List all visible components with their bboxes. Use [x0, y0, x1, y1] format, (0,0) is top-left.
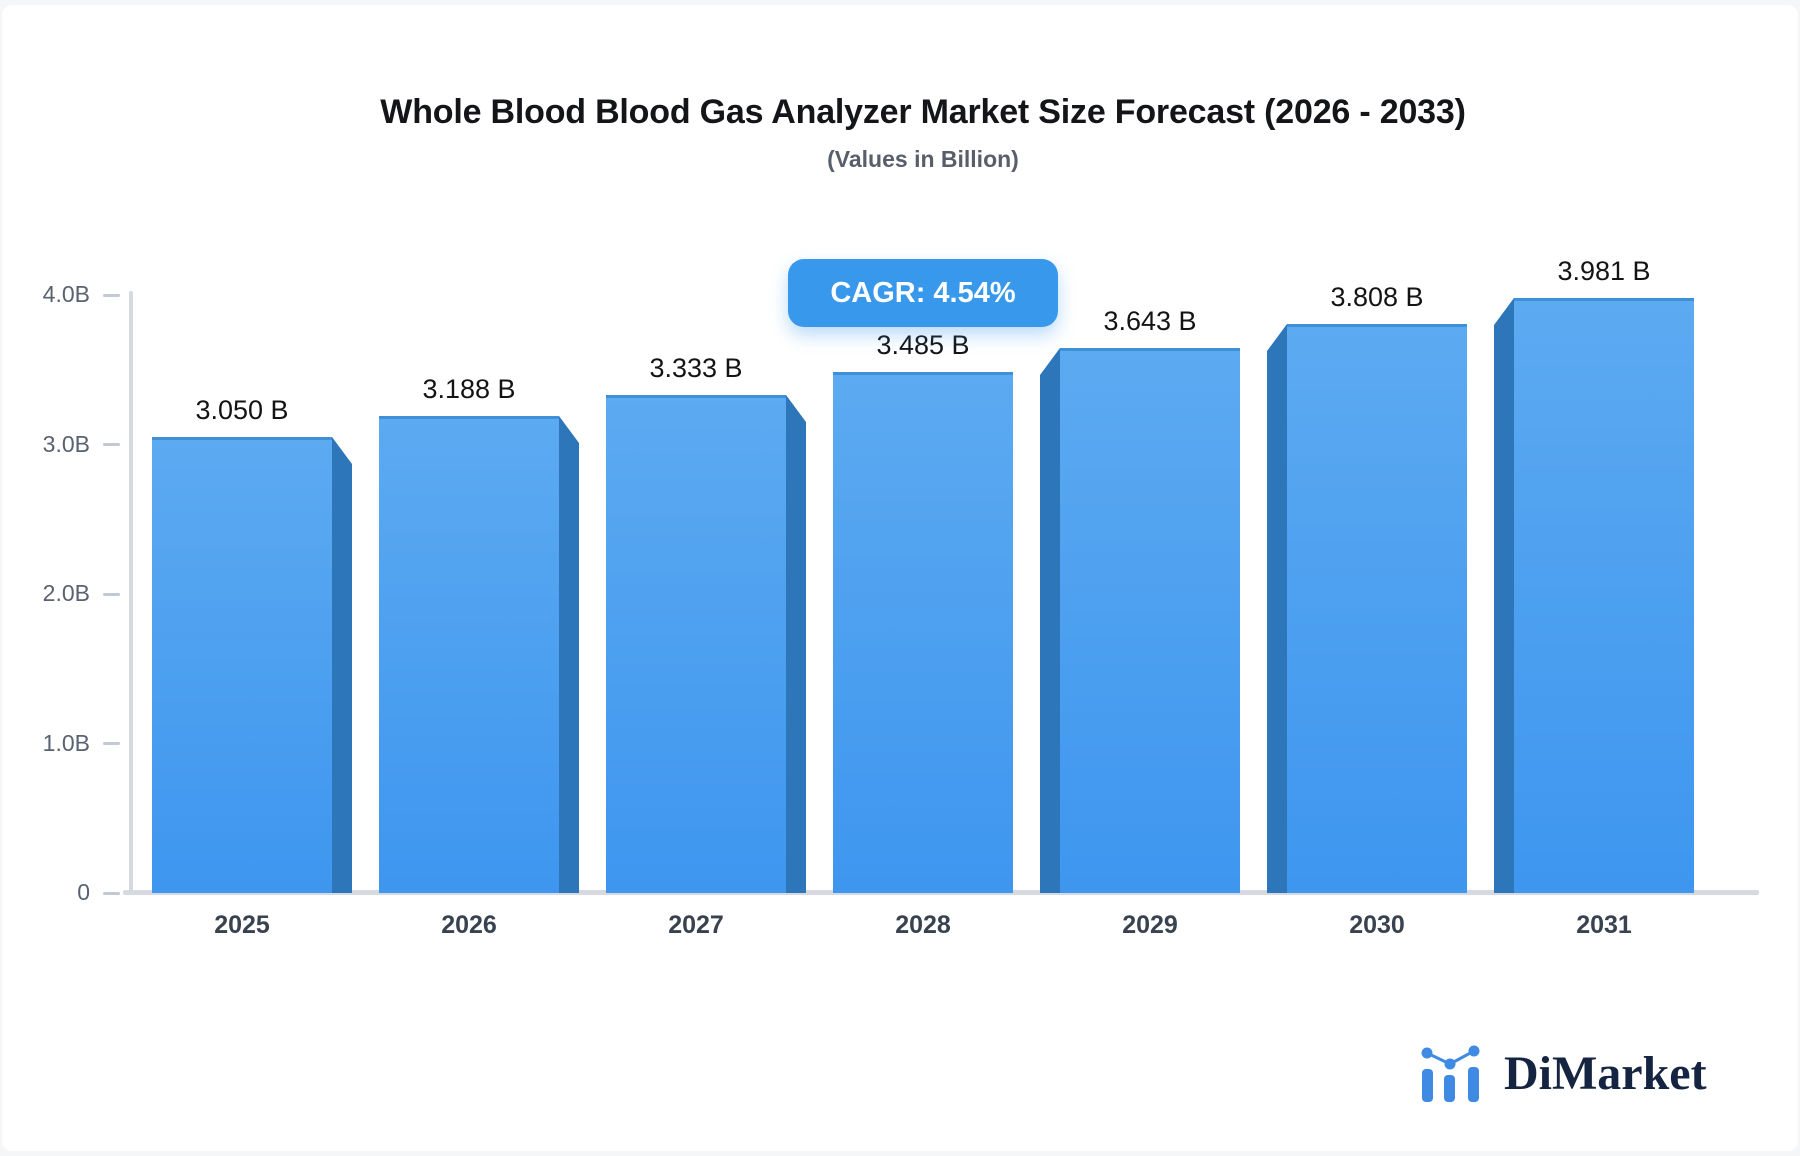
dimarket-logo: DiMarket: [1417, 1043, 1707, 1105]
y-tick-label: 4.0B: [42, 281, 90, 307]
bar-value-label: 3.188 B: [422, 374, 516, 404]
y-tick-mark: [103, 293, 120, 297]
y-tick-label: 1.0B: [42, 729, 90, 756]
plot-area: 0 1.0B 2.0B 3.0B 4.0B 3.050 B 2025 3.188 B 2026…: [2, 5, 1798, 939]
x-tick-label: 2025: [214, 911, 270, 939]
chart-card: Whole Blood Blood Gas Analyzer Market Si…: [2, 5, 1798, 1151]
y-tick-label: 0: [77, 879, 90, 905]
y-tick-label: 2.0B: [42, 580, 90, 606]
cagr-badge: CAGR: 4.54%: [788, 259, 1058, 327]
chart-header: Whole Blood Blood Gas Analyzer Market Si…: [23, 93, 1800, 173]
chart-title: Whole Blood Blood Gas Analyzer Market Si…: [380, 93, 1466, 131]
bar-value-label: 3.050 B: [195, 395, 289, 425]
chart-subtitle: (Values in Billion): [827, 146, 1019, 172]
bar-2025: [152, 437, 352, 893]
y-tick-mark: [103, 443, 120, 446]
bar-2026: [379, 416, 579, 893]
y-tick-label: 3.0B: [42, 430, 90, 457]
x-tick-label: 2031: [1576, 911, 1632, 939]
x-tick-label: 2029: [1122, 911, 1178, 939]
bar-2027: [606, 395, 806, 893]
bar-value-label: 3.808 B: [1330, 282, 1424, 312]
y-tick-mark: [103, 742, 120, 745]
x-tick-label: 2028: [895, 911, 951, 939]
bar-2028: [833, 372, 1013, 893]
bar-2031: [1494, 298, 1694, 893]
bar-2030: [1267, 324, 1467, 893]
x-tick-label: 2030: [1349, 911, 1405, 939]
bar-value-label: 3.643 B: [1103, 306, 1197, 336]
bar-value-label: 3.981 B: [1557, 256, 1651, 286]
y-tick-mark: [103, 592, 120, 596]
y-tick-mark: [103, 891, 120, 895]
bar-line-chart-icon: [1421, 1045, 1480, 1102]
bar-2029: [1040, 348, 1240, 893]
y-axis-line: [129, 291, 133, 893]
bar-value-label: 3.333 B: [649, 353, 743, 383]
x-tick-label: 2027: [668, 911, 724, 939]
logo-wordmark: DiMarket: [1504, 1047, 1707, 1100]
bar-value-label: 3.485 B: [876, 330, 970, 360]
x-tick-label: 2026: [441, 911, 497, 939]
